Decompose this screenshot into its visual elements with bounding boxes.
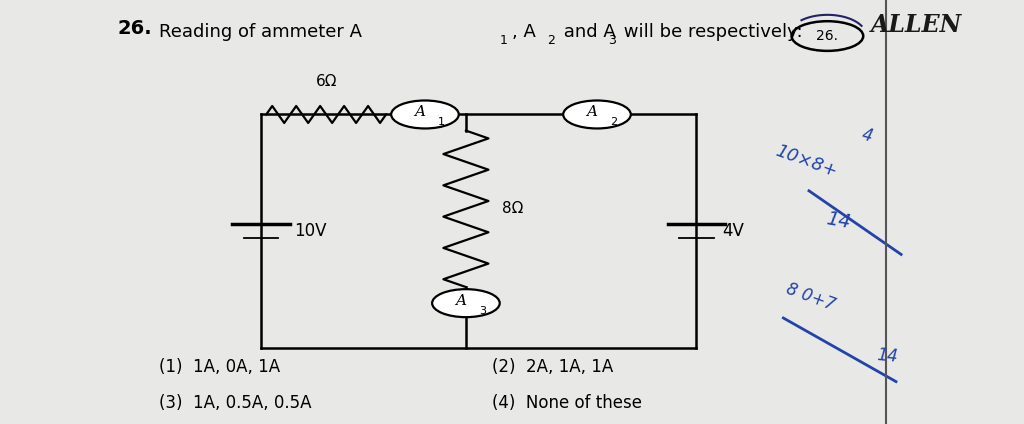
Text: (1)  1A, 0A, 1A: (1) 1A, 0A, 1A [159, 358, 280, 376]
Text: 14: 14 [824, 209, 852, 232]
Text: (3)  1A, 0.5A, 0.5A: (3) 1A, 0.5A, 0.5A [159, 394, 311, 412]
Text: (2)  2A, 1A, 1A: (2) 2A, 1A, 1A [492, 358, 612, 376]
Text: 26.: 26. [118, 19, 153, 38]
Text: 10×8+: 10×8+ [773, 142, 840, 181]
Text: A: A [456, 294, 466, 308]
Text: A: A [415, 105, 425, 120]
Text: ALLEN: ALLEN [870, 13, 963, 37]
Text: A: A [587, 105, 597, 120]
Text: 3: 3 [479, 306, 486, 316]
Text: 8 0+7: 8 0+7 [783, 279, 838, 314]
Text: 2: 2 [610, 117, 617, 127]
Circle shape [391, 100, 459, 128]
Circle shape [563, 100, 631, 128]
Text: Reading of ammeter A: Reading of ammeter A [159, 23, 361, 41]
Text: and A: and A [558, 23, 615, 41]
Text: 4V: 4V [722, 222, 743, 240]
Text: 3: 3 [608, 34, 616, 47]
Text: (4)  None of these: (4) None of these [492, 394, 641, 412]
Text: 6Ω: 6Ω [315, 74, 337, 89]
Text: 14: 14 [876, 346, 898, 366]
Text: 10V: 10V [294, 222, 327, 240]
Text: , A: , A [512, 23, 536, 41]
Text: 8Ω: 8Ω [502, 201, 523, 216]
Text: 1: 1 [500, 34, 508, 47]
Text: 1: 1 [438, 117, 445, 127]
Text: will be respectively:: will be respectively: [618, 23, 803, 41]
Text: 2: 2 [547, 34, 555, 47]
Circle shape [432, 289, 500, 317]
Text: 4: 4 [860, 126, 876, 146]
Text: 26.: 26. [816, 29, 839, 43]
